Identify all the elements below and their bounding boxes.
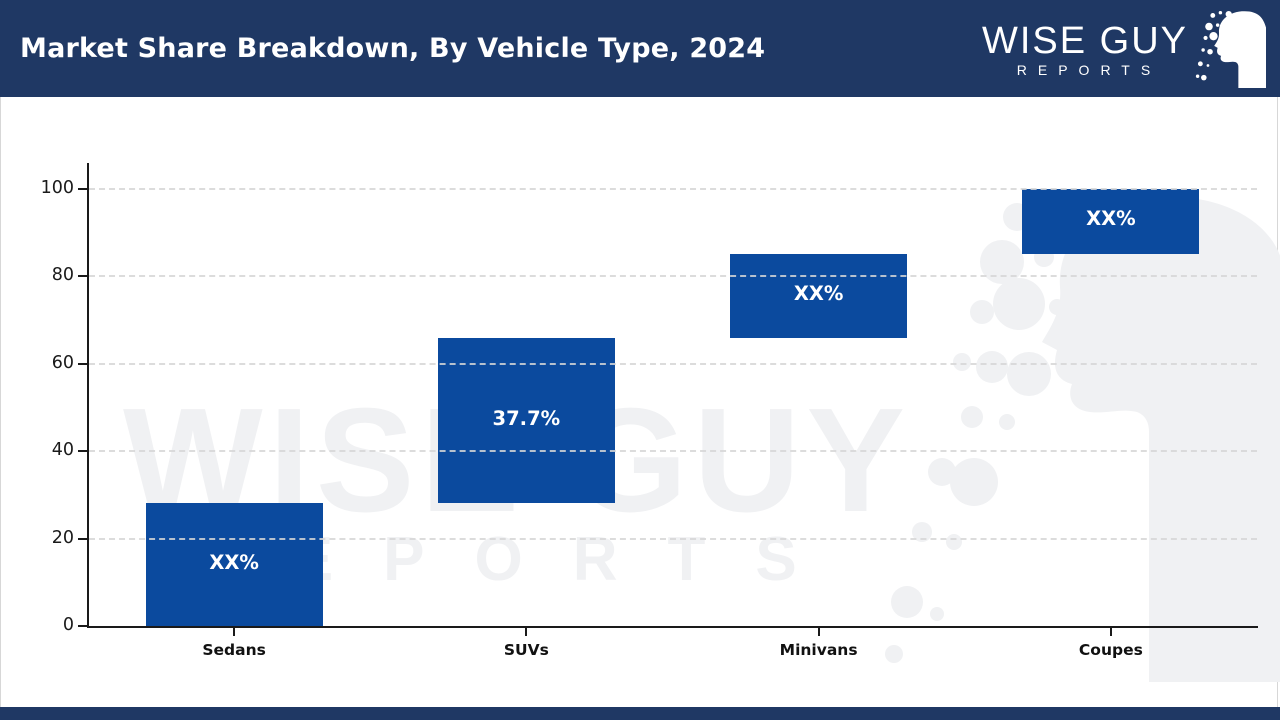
gridline <box>89 362 1257 365</box>
logo-wordmark-block: WISE GUY REPORTS <box>981 19 1188 79</box>
y-tick-label: 60 <box>51 352 74 373</box>
x-tick-label: SUVs <box>503 641 549 659</box>
y-tick-label: 80 <box>51 265 74 286</box>
x-tick <box>233 628 236 636</box>
x-tick <box>1109 628 1112 636</box>
bar-value-label: 37.7% <box>492 406 561 430</box>
bar-value-label: XX% <box>1086 207 1136 231</box>
bar-value-label: XX% <box>209 550 259 574</box>
bar-value-label: XX% <box>793 282 844 306</box>
y-axis-spine <box>87 163 89 628</box>
bar <box>1022 189 1200 254</box>
y-tick <box>78 625 87 627</box>
header-bar: Market Share Breakdown, By Vehicle Type,… <box>0 0 1280 97</box>
bar <box>145 503 323 626</box>
gridline <box>89 188 1257 190</box>
y-tick <box>78 188 87 190</box>
watermark-head-icon <box>885 194 1280 682</box>
logo-wordmark: WISE GUY <box>981 19 1188 62</box>
logo-head-icon <box>1195 10 1266 88</box>
y-tick <box>78 362 87 365</box>
y-tick <box>78 275 87 278</box>
x-axis-spine <box>87 626 1258 628</box>
footer-bar <box>0 707 1280 720</box>
y-tick-label: 40 <box>51 440 74 461</box>
gridline <box>89 537 1257 540</box>
page-title: Market Share Breakdown, By Vehicle Type,… <box>20 33 766 64</box>
y-tick <box>78 450 87 453</box>
gridline <box>89 275 1257 278</box>
x-tick <box>817 628 820 636</box>
bar <box>730 253 908 339</box>
x-tick-label: Minivans <box>779 641 858 659</box>
y-tick-label: 20 <box>51 527 74 548</box>
gridline <box>89 450 1257 453</box>
y-tick-label: 100 <box>40 178 74 198</box>
brand-logo: WISE GUY REPORTS <box>982 6 1266 94</box>
bar <box>437 338 615 504</box>
y-tick-label: 0 <box>62 615 74 635</box>
x-tick-label: Coupes <box>1078 641 1143 659</box>
x-tick-label: Sedans <box>202 641 266 659</box>
y-tick <box>78 537 87 540</box>
logo-subtitle: REPORTS <box>1016 62 1162 79</box>
x-tick <box>525 628 528 636</box>
